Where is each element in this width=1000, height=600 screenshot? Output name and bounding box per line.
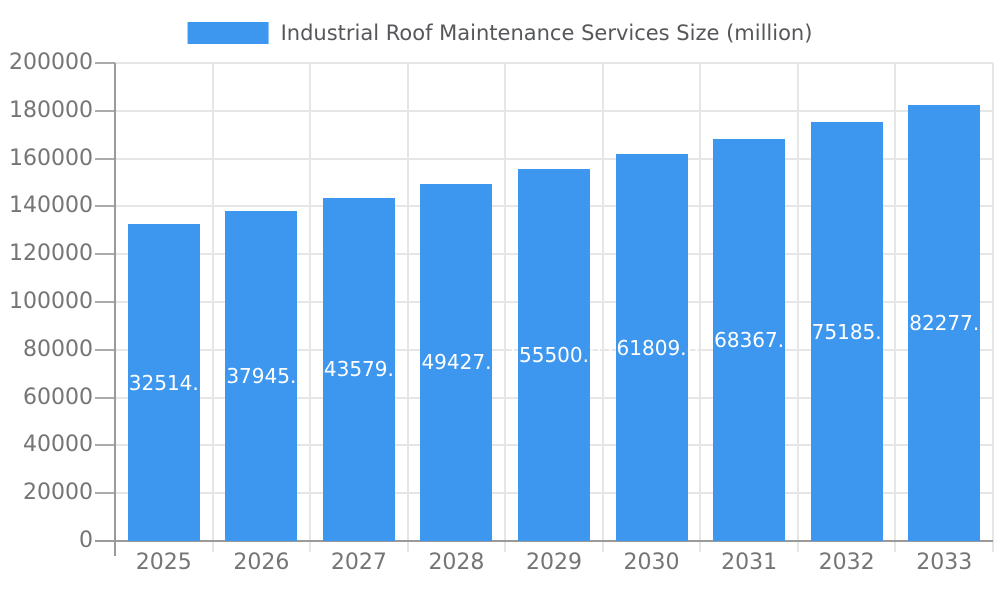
y-axis-label: 180000 xyxy=(9,97,93,123)
gridline-vertical xyxy=(992,63,994,552)
y-axis-tick xyxy=(95,301,115,303)
y-axis-label: 20000 xyxy=(23,480,93,506)
y-axis-tick xyxy=(95,205,115,208)
legend[interactable]: Industrial Roof Maintenance Services Siz… xyxy=(187,21,813,45)
y-axis-tick xyxy=(95,253,115,256)
bar-value-label: 161809.8 xyxy=(603,335,700,360)
x-axis-label: 2030 xyxy=(623,550,680,575)
y-axis-label: 100000 xyxy=(9,289,93,314)
gridline-horizontal xyxy=(115,109,993,112)
x-axis-label: 2032 xyxy=(818,550,875,575)
bar-value-label: 168367.8 xyxy=(701,327,797,352)
bar-value-label: 155500.8 xyxy=(506,343,602,368)
x-axis-label: 2031 xyxy=(721,550,778,575)
bar-2030[interactable] xyxy=(615,154,688,541)
x-axis-label: 2033 xyxy=(916,550,973,575)
x-axis-label: 2029 xyxy=(526,550,582,575)
gridline-vertical xyxy=(894,63,897,552)
gridline-vertical xyxy=(699,63,702,552)
bar-value-label: 132514.8 xyxy=(116,370,212,395)
gridline-vertical xyxy=(406,63,409,552)
bar-2029[interactable] xyxy=(518,169,590,541)
y-axis-label: 120000 xyxy=(9,241,93,267)
x-axis-label: 2027 xyxy=(330,550,387,575)
bar-2027[interactable] xyxy=(322,197,395,541)
y-axis-label: 160000 xyxy=(9,145,93,171)
x-axis-label: 2025 xyxy=(135,550,192,575)
y-axis-label: 60000 xyxy=(23,384,93,410)
gridline-horizontal xyxy=(115,157,993,160)
bar-2028[interactable] xyxy=(420,183,493,541)
y-axis-label: 80000 xyxy=(23,336,93,362)
y-axis-tick xyxy=(95,444,115,447)
y-axis-tick xyxy=(95,62,115,64)
gridline-vertical xyxy=(504,63,507,552)
bar-2033[interactable] xyxy=(908,105,981,541)
y-axis-line xyxy=(114,63,116,556)
legend-swatch-icon xyxy=(187,22,269,44)
x-axis-label: 2028 xyxy=(428,550,485,575)
gridline-vertical xyxy=(309,63,312,552)
y-axis-label: 0 xyxy=(79,528,93,553)
y-axis-label: 40000 xyxy=(23,432,93,458)
x-axis-label: 2026 xyxy=(233,550,290,575)
y-axis-label: 200000 xyxy=(9,50,93,75)
legend-label: Industrial Roof Maintenance Services Siz… xyxy=(280,21,813,45)
y-axis-tick xyxy=(95,396,115,399)
bar-value-label: 182277.8 xyxy=(896,311,992,336)
gridline-vertical xyxy=(601,63,604,552)
y-axis-label: 140000 xyxy=(9,193,93,219)
y-axis-tick xyxy=(95,492,115,495)
x-axis-line xyxy=(95,540,993,542)
bar-value-label: 143579.8 xyxy=(311,357,407,382)
gridline-vertical xyxy=(796,63,799,552)
y-axis-tick xyxy=(95,109,115,112)
bar-value-label: 175185.8 xyxy=(798,319,895,344)
bar-2031[interactable] xyxy=(713,138,786,541)
gridline-vertical xyxy=(211,63,214,552)
bar-2026[interactable] xyxy=(225,211,298,541)
y-axis-tick xyxy=(95,157,115,160)
bar-value-label: 149427.8 xyxy=(408,350,505,375)
gridline-horizontal xyxy=(115,62,993,64)
y-axis-tick xyxy=(95,348,115,351)
bar-2025[interactable] xyxy=(127,224,200,541)
bar-2032[interactable] xyxy=(810,122,883,541)
bar-value-label: 137945.8 xyxy=(213,364,310,389)
